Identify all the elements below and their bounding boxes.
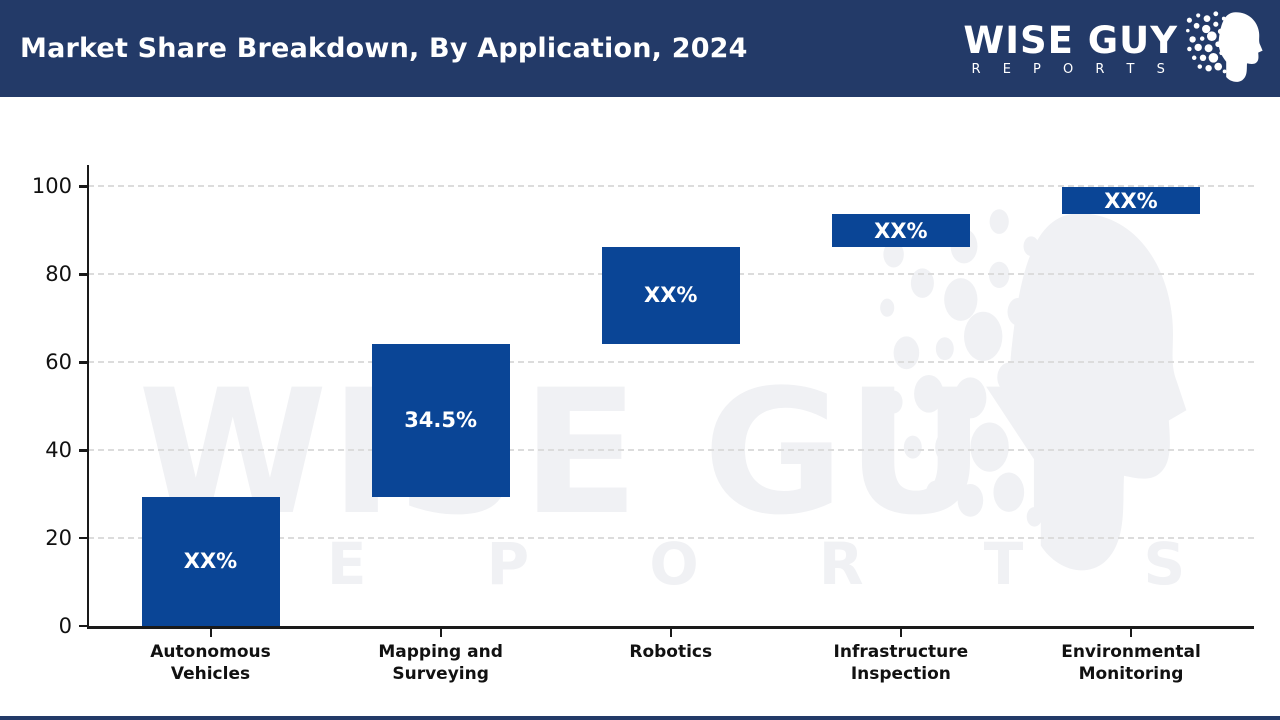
bar-segment-1: XX% bbox=[141, 496, 280, 626]
x-axis-category-label: Environmental Monitoring bbox=[1061, 642, 1201, 685]
y-axis-tick-label: 0 bbox=[58, 614, 72, 638]
y-tick-mark bbox=[79, 361, 88, 364]
y-tick-mark bbox=[79, 537, 88, 540]
x-axis-category-label: Robotics bbox=[629, 642, 713, 662]
bar-segment-3: XX% bbox=[601, 246, 740, 344]
gridline-y-20 bbox=[88, 537, 1254, 540]
bar-segment-4: XX% bbox=[831, 214, 970, 247]
x-tick-mark bbox=[899, 628, 903, 637]
gridline-y-40 bbox=[88, 449, 1254, 452]
bar-value-label: XX% bbox=[874, 218, 928, 243]
bar-segment-5: XX% bbox=[1062, 186, 1200, 215]
y-tick-mark bbox=[79, 449, 88, 452]
x-axis-category-label: Mapping and Surveying bbox=[378, 642, 503, 685]
y-axis-tick-label: 60 bbox=[45, 350, 72, 375]
brand-name: WISE GUY bbox=[963, 18, 1178, 62]
x-tick-mark bbox=[669, 628, 673, 637]
footer-accent-bar bbox=[0, 716, 1280, 720]
y-axis-tick-label: 40 bbox=[45, 438, 72, 463]
bar-value-label: XX% bbox=[1104, 188, 1158, 213]
x-axis-category-label: Infrastructure Inspection bbox=[833, 642, 969, 685]
y-axis-tick-label: 20 bbox=[45, 526, 72, 551]
brand-subname: R E P O R T S bbox=[971, 61, 1174, 77]
brand-logo-text: WISE GUY R E P O R T S bbox=[963, 22, 1178, 76]
brand-logo: WISE GUY R E P O R T S bbox=[963, 9, 1266, 89]
gridline-y-60 bbox=[88, 361, 1254, 364]
y-axis-tick-label: 100 bbox=[31, 174, 72, 199]
y-tick-mark bbox=[79, 625, 88, 628]
bar-value-label: XX% bbox=[183, 549, 238, 574]
bar-segment-2: 34.5% bbox=[371, 343, 510, 497]
gridline-y-100 bbox=[88, 185, 1254, 188]
x-axis-line bbox=[87, 626, 1254, 629]
y-axis-tick-label: 80 bbox=[45, 262, 72, 287]
page-title: Market Share Breakdown, By Application, … bbox=[20, 33, 748, 64]
y-tick-mark bbox=[79, 273, 88, 276]
bar-value-label: XX% bbox=[644, 283, 698, 308]
x-tick-mark bbox=[1130, 628, 1133, 637]
x-tick-mark bbox=[439, 628, 443, 637]
x-axis-category-label: Autonomous Vehicles bbox=[150, 642, 271, 685]
header-bar: Market Share Breakdown, By Application, … bbox=[0, 0, 1280, 97]
x-tick-mark bbox=[209, 628, 212, 637]
head-profile-dots-icon bbox=[1186, 10, 1263, 82]
y-axis-line bbox=[87, 165, 90, 628]
y-tick-mark bbox=[79, 185, 88, 188]
bar-value-label: 34.5% bbox=[404, 408, 478, 433]
